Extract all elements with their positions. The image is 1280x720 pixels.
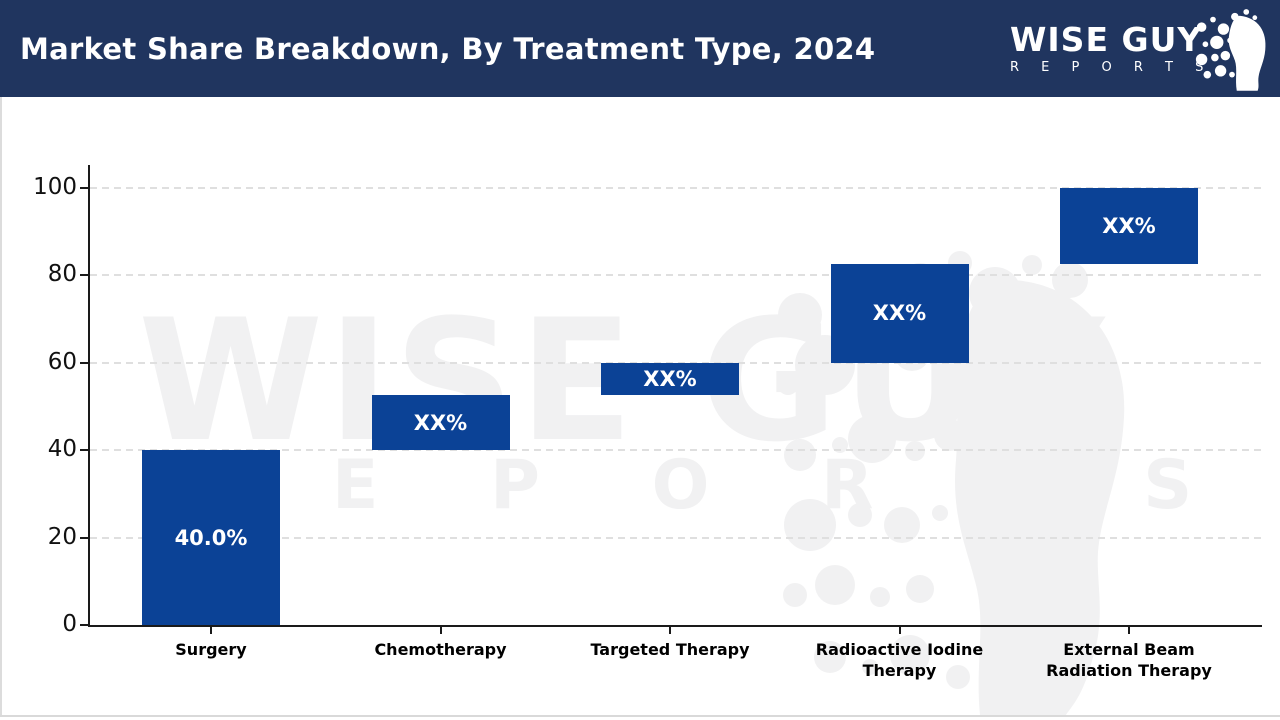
- x-tick-0: [210, 627, 212, 634]
- header-band: Market Share Breakdown, By Treatment Typ…: [0, 0, 1280, 97]
- brand-logo-text: WISE GUY R E P O R T S: [1010, 20, 1213, 76]
- y-axis-spine: [88, 165, 90, 627]
- brand-subname: R E P O R T S: [1010, 60, 1213, 75]
- gridline-80: [90, 274, 1262, 276]
- y-tick-label-20: 20: [47, 523, 77, 550]
- bar-external-beam-radiation-therapy: XX%: [1060, 187, 1198, 265]
- bar-surgery: 40.0%: [142, 450, 280, 625]
- x-tick-1: [439, 627, 442, 634]
- y-tick-20: [80, 536, 89, 539]
- x-category-label: Radioactive Iodine Therapy: [815, 640, 984, 680]
- bar-targeted-therapy: XX%: [601, 362, 739, 396]
- x-tick-3: [898, 627, 901, 634]
- x-axis-spine: [88, 625, 1262, 627]
- gridline-100: [90, 186, 1262, 189]
- y-tick-label-40: 40: [47, 436, 77, 462]
- x-category-label: External Beam Radiation Therapy: [1046, 640, 1212, 680]
- bar-radioactive-iodine-therapy: XX%: [830, 264, 969, 363]
- bar-value-label: 40.0%: [174, 525, 248, 550]
- y-tick-label-60: 60: [47, 348, 77, 375]
- panel-bottom-edge: [0, 715, 1280, 717]
- x-category-label: Surgery: [175, 640, 247, 659]
- y-tick-label-0: 0: [62, 611, 77, 637]
- panel-left-edge: [0, 97, 2, 717]
- bar-value-label: XX%: [1102, 213, 1156, 238]
- y-tick-label-80: 80: [47, 261, 77, 287]
- y-tick-60: [80, 361, 89, 364]
- x-category-label: Targeted Therapy: [590, 640, 750, 659]
- brand-logo: WISE GUY R E P O R T S: [1010, 6, 1270, 92]
- y-tick-40: [80, 449, 89, 451]
- x-tick-4: [1128, 627, 1130, 634]
- x-category-label: Chemotherapy: [374, 640, 507, 659]
- bar-value-label: XX%: [413, 410, 468, 435]
- gridline-20: [90, 536, 1262, 539]
- y-tick-80: [80, 274, 89, 276]
- bar-value-label: XX%: [872, 301, 927, 326]
- y-tick-100: [80, 186, 89, 189]
- y-tick-label-100: 100: [33, 173, 77, 200]
- page-title: Market Share Breakdown, By Treatment Typ…: [20, 31, 876, 66]
- bar-value-label: XX%: [643, 366, 697, 391]
- gridline-40: [90, 449, 1262, 451]
- bar-chemotherapy: XX%: [371, 395, 510, 450]
- brand-name: WISE GUY: [1010, 20, 1203, 59]
- x-tick-2: [669, 627, 671, 634]
- y-tick-0: [80, 624, 89, 626]
- brand-head-icon: [1195, 9, 1266, 91]
